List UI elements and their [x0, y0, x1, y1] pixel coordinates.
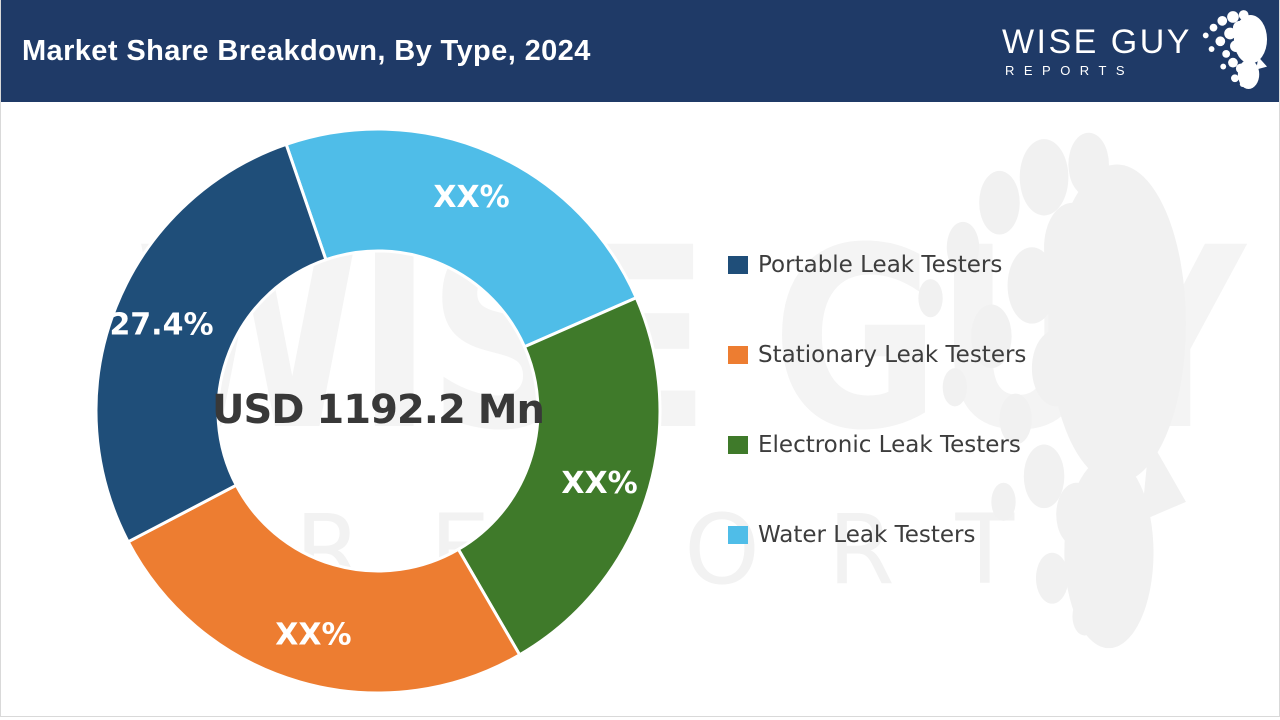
logo-wordmark: WISE GUY REPORTS: [1002, 24, 1192, 78]
wise-guy-reports-logo: WISE GUY REPORTS: [1002, 4, 1268, 98]
donut-slice-stationary-leak-testers: [126, 483, 522, 695]
legend-label: Stationary Leak Testers: [758, 342, 1027, 368]
slice-label-electronic-leak-testers: XX%: [561, 466, 637, 501]
donut-slice-portable-leak-testers: [94, 142, 328, 544]
legend-swatch-icon: [728, 346, 748, 364]
legend-item-water-leak-testers: Water Leak Testers: [728, 522, 975, 548]
watermark-face-icon: [918, 132, 1186, 649]
logo-line1: WISE GUY: [1001, 23, 1192, 61]
chart-center-value: USD 1192.2 Mn: [212, 387, 545, 433]
legend-swatch-icon: [728, 256, 748, 274]
logo-face-icon: [1202, 10, 1268, 89]
logo-line2: REPORTS: [1004, 63, 1135, 78]
donut-slice-electronic-leak-testers: [456, 296, 662, 657]
donut-slice-water-leak-testers: [284, 127, 638, 349]
page-title: Market Share Breakdown, By Type, 2024: [22, 34, 591, 67]
legend-swatch-icon: [728, 526, 748, 544]
legend-swatch-icon: [728, 436, 748, 454]
slice-label-stationary-leak-testers: XX%: [275, 617, 351, 652]
header-bar: Market Share Breakdown, By Type, 2024 WI…: [0, 0, 1280, 102]
slice-label-portable-leak-testers: 27.4%: [109, 307, 213, 342]
legend-item-electronic-leak-testers: Electronic Leak Testers: [728, 432, 1021, 458]
legend-label: Portable Leak Testers: [758, 252, 1003, 278]
legend-label: Electronic Leak Testers: [758, 432, 1021, 458]
slice-label-water-leak-testers: XX%: [433, 180, 509, 215]
legend-label: Water Leak Testers: [758, 522, 976, 548]
legend-item-stationary-leak-testers: Stationary Leak Testers: [728, 342, 1026, 368]
legend-item-portable-leak-testers: Portable Leak Testers: [728, 252, 1002, 278]
